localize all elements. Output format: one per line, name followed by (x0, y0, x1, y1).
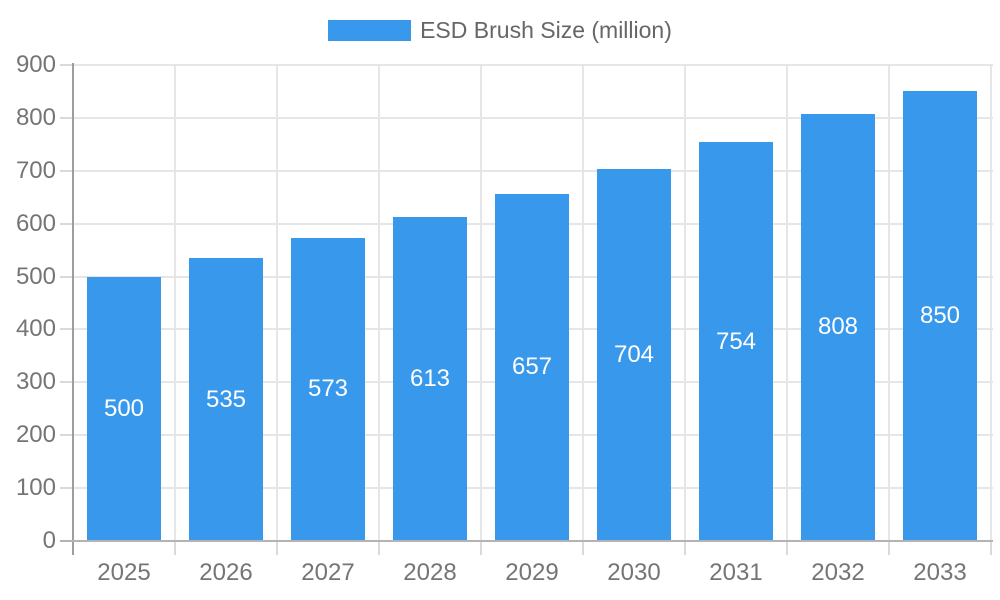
y-tick-label: 0 (42, 527, 56, 554)
bar[interactable]: 535 (189, 258, 263, 541)
y-tick-label: 200 (15, 421, 56, 449)
x-gridline (378, 65, 380, 541)
y-tick-label: 700 (15, 156, 56, 184)
x-tick-label: 2028 (403, 559, 457, 586)
y-gridline (73, 169, 993, 172)
x-tick-label: 2031 (709, 559, 763, 586)
bar[interactable]: 850 (903, 91, 977, 541)
x-axis-tick (990, 541, 992, 555)
y-tick-label: 300 (15, 368, 56, 396)
x-tick-label: 2027 (301, 559, 355, 586)
y-axis-tick (60, 169, 73, 172)
y-axis-tick (60, 381, 73, 384)
bar-value-label: 535 (205, 385, 247, 413)
x-tick-label: 2029 (505, 559, 559, 586)
y-gridline (73, 64, 993, 66)
bar-value-label: 754 (715, 327, 757, 355)
x-axis-tick (888, 541, 890, 555)
bar-value-label: 704 (613, 340, 655, 368)
bar-value-label: 808 (817, 313, 859, 341)
y-axis-tick (60, 116, 73, 119)
bar-value-label: 657 (511, 353, 553, 381)
y-axis-line (72, 63, 74, 555)
legend-label: ESD Brush Size (million) (420, 17, 672, 43)
bar-value-label: 500 (103, 394, 145, 422)
x-axis-tick (582, 541, 584, 555)
bar[interactable]: 613 (393, 216, 467, 541)
legend-swatch-icon (328, 20, 412, 41)
y-axis-tick (60, 328, 73, 331)
y-axis-tick (60, 275, 73, 278)
x-axis-tick (174, 541, 176, 555)
y-tick-label: 600 (15, 209, 56, 237)
y-tick-label: 500 (15, 262, 56, 290)
x-axis-tick (786, 541, 788, 555)
x-gridline (582, 65, 584, 541)
bar[interactable]: 808 (801, 113, 875, 541)
bar[interactable]: 573 (291, 237, 365, 541)
bar[interactable]: 704 (597, 168, 671, 541)
bar[interactable]: 754 (699, 142, 773, 541)
y-tick-label: 800 (15, 103, 56, 131)
bar-value-label: 850 (919, 302, 961, 330)
x-gridline (480, 65, 482, 541)
x-tick-label: 2032 (811, 559, 865, 586)
x-tick-label: 2026 (199, 559, 253, 586)
x-gridline (786, 65, 788, 541)
bar-value-label: 613 (409, 364, 451, 392)
bar[interactable]: 657 (495, 193, 569, 541)
y-tick-label: 400 (15, 315, 56, 343)
x-axis-tick (276, 541, 278, 555)
y-axis-tick (60, 434, 73, 437)
x-gridline (990, 65, 992, 541)
y-gridline (73, 116, 993, 119)
x-tick-label: 2025 (97, 559, 151, 586)
y-axis-tick (60, 487, 73, 490)
bar[interactable]: 500 (87, 276, 161, 541)
x-gridline (684, 65, 686, 541)
x-gridline (276, 65, 278, 541)
x-axis-tick (378, 541, 380, 555)
x-gridline (888, 65, 890, 541)
bar-value-label: 573 (307, 375, 349, 403)
x-axis-tick (684, 541, 686, 555)
chart-legend[interactable]: ESD Brush Size (million) (0, 17, 1000, 44)
x-gridline (174, 65, 176, 541)
x-axis-line (60, 540, 993, 542)
y-axis-tick (60, 222, 73, 225)
x-tick-label: 2030 (607, 559, 661, 586)
y-tick-label: 100 (15, 474, 56, 502)
x-axis-tick (480, 541, 482, 555)
y-tick-label: 900 (15, 51, 56, 78)
y-axis-tick (60, 64, 73, 66)
x-tick-label: 2033 (913, 559, 967, 586)
